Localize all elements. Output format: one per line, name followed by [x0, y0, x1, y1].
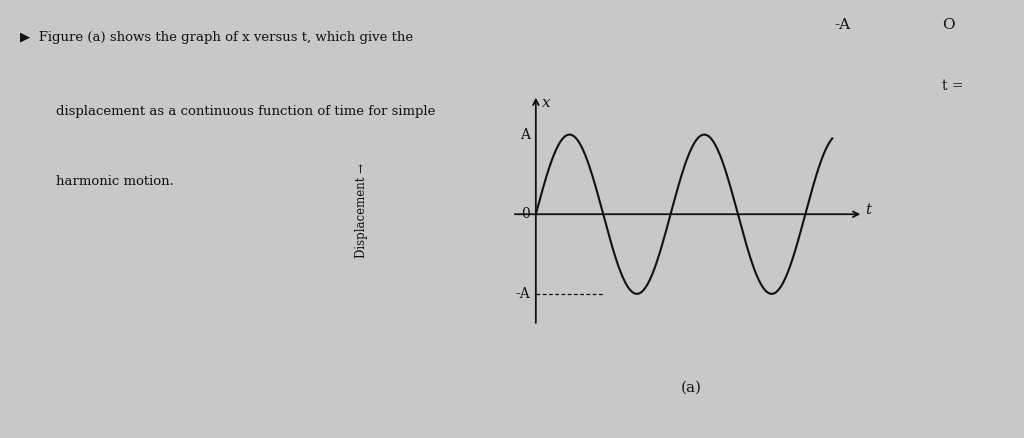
Text: displacement as a continuous function of time for simple: displacement as a continuous function of… [56, 105, 435, 118]
Text: x: x [542, 96, 550, 110]
Text: t =: t = [942, 79, 964, 93]
Text: -A: -A [515, 287, 530, 301]
Text: -A: -A [835, 18, 851, 32]
Text: ▶  Figure (a) shows the graph of x versus t, which give the: ▶ Figure (a) shows the graph of x versus… [20, 31, 414, 44]
Text: 0: 0 [521, 207, 530, 221]
Text: t: t [865, 203, 871, 217]
Text: harmonic motion.: harmonic motion. [56, 175, 174, 188]
Text: (a): (a) [681, 381, 701, 395]
Text: A: A [520, 127, 530, 141]
Text: Displacement →: Displacement → [355, 163, 368, 258]
Text: O: O [942, 18, 954, 32]
